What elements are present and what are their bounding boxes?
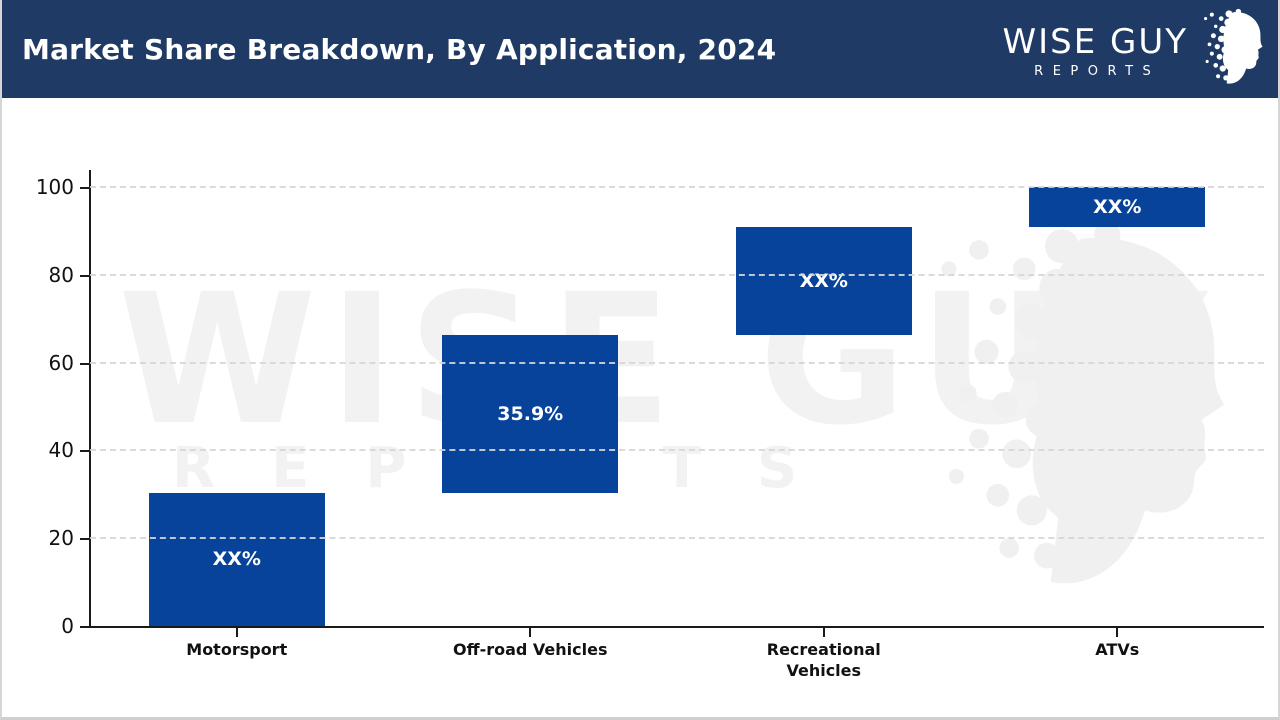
x-category-label: Motorsport <box>186 640 288 659</box>
logo-text: WISE GUY REPORTS <box>1002 25 1188 78</box>
y-tick <box>80 274 89 277</box>
x-tick <box>1116 628 1119 637</box>
bar-value-label: XX% <box>799 270 848 293</box>
wise-guy-logo: WISE GUY REPORTS <box>1002 7 1268 91</box>
y-tick <box>80 187 89 189</box>
bar-value-label: 35.9% <box>497 403 564 426</box>
x-tick <box>822 628 825 637</box>
x-category-label: Recreational Vehicles <box>766 640 881 680</box>
page-title: Market Share Breakdown, By Application, … <box>22 32 777 66</box>
y-tick <box>80 538 89 541</box>
x-tick <box>235 628 238 637</box>
gridline-40 <box>90 449 1264 452</box>
bar-value-label: XX% <box>212 548 261 571</box>
gridline-80 <box>90 273 1264 276</box>
gridline-60 <box>90 361 1264 364</box>
bar-off-road-vehicles: 35.9% <box>442 335 619 493</box>
y-axis-line <box>89 170 91 628</box>
logo-subtext: REPORTS <box>1034 63 1161 79</box>
y-tick-label: 100 <box>35 175 74 199</box>
y-tick-label: 80 <box>48 262 74 287</box>
dotted-head-profile-icon <box>1204 8 1263 84</box>
bar-motorsport: XX% <box>148 492 325 626</box>
logo-wordmark: WISE GUY <box>1002 21 1188 62</box>
x-tick <box>529 628 532 637</box>
y-tick <box>80 362 89 365</box>
bar-recreational-vehicles: XX% <box>735 227 912 336</box>
y-tick <box>80 450 89 453</box>
gridline-100 <box>90 186 1264 188</box>
bar-atvs: XX% <box>1029 187 1206 228</box>
y-tick-label: 40 <box>48 438 74 463</box>
bar-value-label: XX% <box>1093 196 1142 219</box>
header-banner: Market Share Breakdown, By Application, … <box>2 0 1278 98</box>
y-tick <box>80 626 89 628</box>
y-tick-label: 60 <box>48 350 74 375</box>
x-category-label: Off-road Vehicles <box>453 640 608 659</box>
gridline-20 <box>90 537 1264 540</box>
y-tick-label: 20 <box>48 526 74 551</box>
x-category-label: ATVs <box>1095 640 1140 659</box>
waterfall-chart: 0 20 40 60 80 100 XX% Motorsport 35.9% Off-road V… <box>2 98 1278 717</box>
y-tick-label: 0 <box>61 614 74 638</box>
x-axis-line <box>89 626 1264 628</box>
